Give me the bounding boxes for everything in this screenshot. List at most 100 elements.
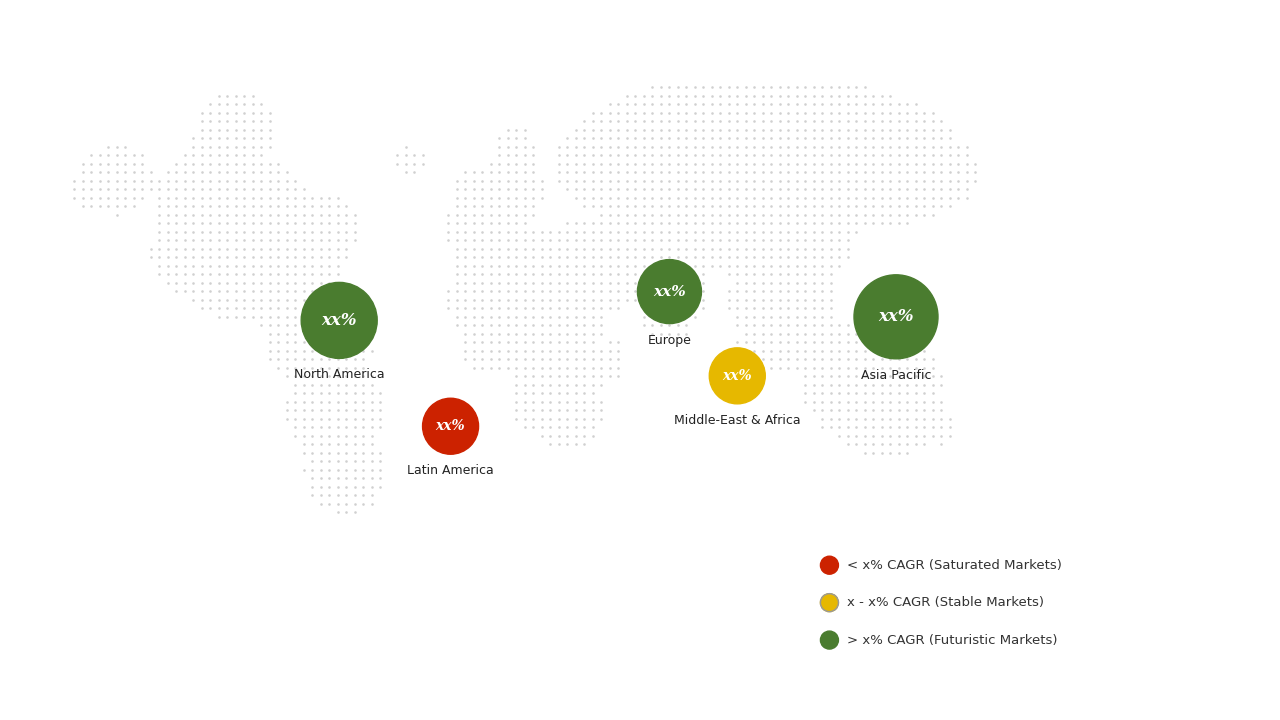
Point (634, 166, 654, 178)
Point (879, 175, 900, 186)
Point (480, 175, 500, 186)
Point (497, 269, 517, 280)
Point (727, 226, 748, 238)
Point (335, 464, 356, 475)
Point (591, 166, 612, 178)
Point (566, 260, 586, 271)
Point (685, 260, 705, 271)
Point (447, 285, 467, 297)
Point (854, 217, 874, 229)
Point (659, 276, 680, 288)
Point (760, 294, 781, 305)
Point (234, 302, 255, 314)
Point (676, 200, 696, 212)
Point (905, 354, 925, 365)
Point (328, 319, 348, 330)
Point (591, 200, 612, 212)
Point (735, 243, 755, 254)
Point (548, 260, 568, 271)
Circle shape (820, 556, 838, 575)
Point (905, 107, 925, 118)
Point (582, 413, 603, 424)
Point (701, 166, 722, 178)
Point (778, 243, 799, 254)
Point (888, 149, 909, 161)
Point (676, 90, 696, 102)
Point (463, 302, 484, 314)
Point (872, 446, 892, 458)
Point (931, 158, 951, 169)
Point (335, 354, 356, 365)
Point (709, 90, 730, 102)
Point (310, 421, 330, 433)
Point (480, 269, 500, 280)
Point (692, 140, 713, 152)
Point (251, 140, 271, 152)
Point (608, 132, 628, 144)
Point (778, 354, 799, 365)
Text: North America: North America (294, 369, 384, 382)
Point (506, 276, 526, 288)
Point (828, 328, 849, 339)
Point (209, 243, 229, 254)
Point (540, 396, 561, 408)
Point (676, 260, 696, 271)
Point (846, 387, 867, 399)
Point (727, 175, 748, 186)
Point (573, 285, 594, 297)
Point (361, 438, 381, 450)
Point (676, 124, 696, 135)
Point (599, 217, 620, 229)
Point (735, 90, 755, 102)
Point (650, 158, 671, 169)
Point (335, 370, 356, 382)
Point (234, 243, 255, 254)
Point (200, 166, 220, 178)
Point (463, 311, 484, 323)
Point (804, 285, 824, 297)
Point (760, 90, 781, 102)
Point (335, 421, 356, 433)
Point (659, 98, 680, 109)
Point (276, 336, 297, 348)
Point (200, 175, 220, 186)
Point (616, 251, 636, 263)
Point (863, 421, 883, 433)
Point (879, 115, 900, 127)
Point (200, 192, 220, 203)
Point (515, 302, 535, 314)
Point (599, 209, 620, 220)
Point (608, 175, 628, 186)
Point (667, 285, 687, 297)
Point (319, 446, 339, 458)
Point (472, 192, 493, 203)
Point (319, 413, 339, 424)
Point (463, 276, 484, 288)
Point (709, 183, 730, 194)
Point (573, 319, 594, 330)
Point (659, 149, 680, 161)
Point (522, 421, 543, 433)
Point (753, 319, 773, 330)
Point (335, 404, 356, 415)
Point (718, 285, 739, 297)
Point (268, 158, 288, 169)
Point (209, 132, 229, 144)
Point (854, 149, 874, 161)
Point (812, 98, 832, 109)
Point (667, 98, 687, 109)
Point (132, 166, 152, 178)
Point (310, 498, 330, 509)
Point (616, 115, 636, 127)
Point (310, 209, 330, 220)
Point (701, 158, 722, 169)
Point (548, 328, 568, 339)
Point (786, 166, 806, 178)
Point (778, 302, 799, 314)
Point (540, 302, 561, 314)
Point (828, 149, 849, 161)
Point (454, 200, 475, 212)
Point (328, 251, 348, 263)
Point (573, 183, 594, 194)
Point (234, 98, 255, 109)
